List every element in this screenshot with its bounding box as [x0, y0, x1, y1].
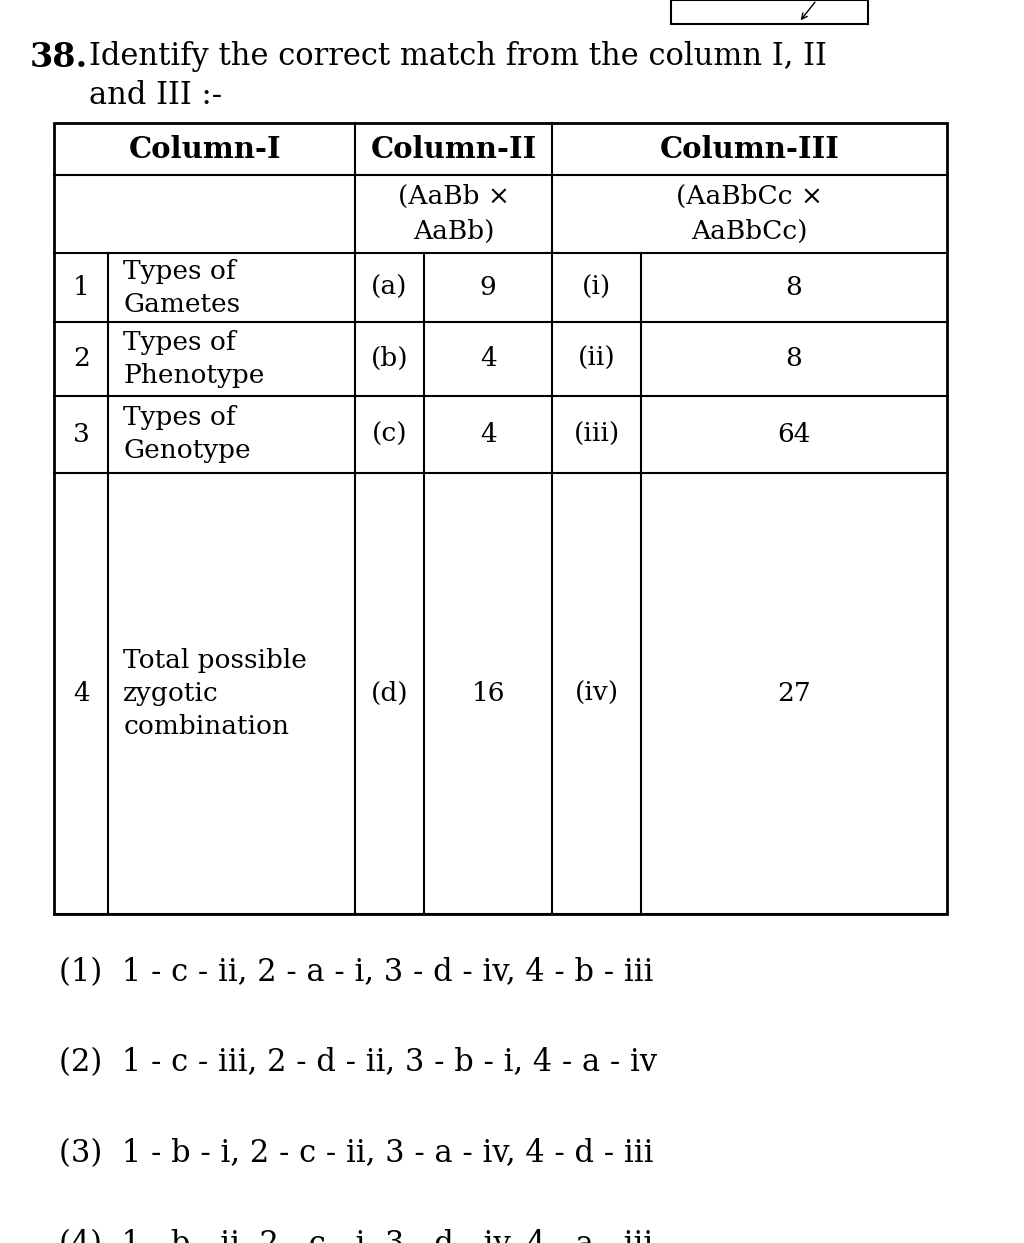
Text: Column-III: Column-III — [659, 135, 840, 164]
Text: 8: 8 — [785, 275, 803, 300]
Text: (d): (d) — [371, 681, 409, 706]
Text: 4: 4 — [73, 681, 90, 706]
Text: 4: 4 — [480, 347, 497, 372]
Text: 8: 8 — [785, 347, 803, 372]
Text: 1: 1 — [73, 275, 90, 300]
Text: Column-II: Column-II — [371, 135, 537, 164]
Text: Column-I: Column-I — [128, 135, 281, 164]
Text: (3)  1 - b - i, 2 - c - ii, 3 - a - iv, 4 - d - iii: (3) 1 - b - i, 2 - c - ii, 3 - a - iv, 4… — [59, 1139, 653, 1170]
Text: (2)  1 - c - iii, 2 - d - ii, 3 - b - i, 4 - a - iv: (2) 1 - c - iii, 2 - d - ii, 3 - b - i, … — [59, 1048, 657, 1079]
Bar — [671, 0, 868, 24]
Text: (b): (b) — [371, 347, 409, 372]
Text: (AaBb ×
AaBb): (AaBb × AaBb) — [397, 184, 510, 244]
Text: (a): (a) — [372, 275, 408, 300]
Text: (i): (i) — [582, 275, 611, 300]
Text: and III :-: and III :- — [89, 81, 222, 112]
Text: (iv): (iv) — [574, 681, 618, 706]
Text: (iii): (iii) — [573, 421, 620, 447]
Text: Identify the correct match from the column I, II: Identify the correct match from the colu… — [89, 41, 826, 72]
Text: Total possible
zygotic
combination: Total possible zygotic combination — [123, 648, 307, 738]
Text: (4)  1 - b - ii, 2 - c - i, 3 - d - iv, 4 - a - iii: (4) 1 - b - ii, 2 - c - i, 3 - d - iv, 4… — [59, 1229, 653, 1243]
Text: Types of
Gametes: Types of Gametes — [123, 259, 241, 317]
Text: 3: 3 — [73, 421, 90, 447]
Text: 4: 4 — [480, 421, 497, 447]
Text: 2: 2 — [73, 347, 90, 372]
Text: 64: 64 — [777, 421, 811, 447]
Text: 9: 9 — [480, 275, 497, 300]
Text: 16: 16 — [471, 681, 505, 706]
Text: Types of
Phenotype: Types of Phenotype — [123, 329, 264, 388]
Bar — [54, 123, 947, 914]
Text: 38.: 38. — [30, 41, 88, 75]
Text: Types of
Genotype: Types of Genotype — [123, 405, 251, 464]
Text: (AaBbCc ×
AaBbCc): (AaBbCc × AaBbCc) — [676, 184, 823, 244]
Text: 27: 27 — [777, 681, 811, 706]
Text: (c): (c) — [372, 421, 408, 447]
Text: (1)  1 - c - ii, 2 - a - i, 3 - d - iv, 4 - b - iii: (1) 1 - c - ii, 2 - a - i, 3 - d - iv, 4… — [59, 957, 653, 988]
Text: (ii): (ii) — [578, 347, 615, 372]
